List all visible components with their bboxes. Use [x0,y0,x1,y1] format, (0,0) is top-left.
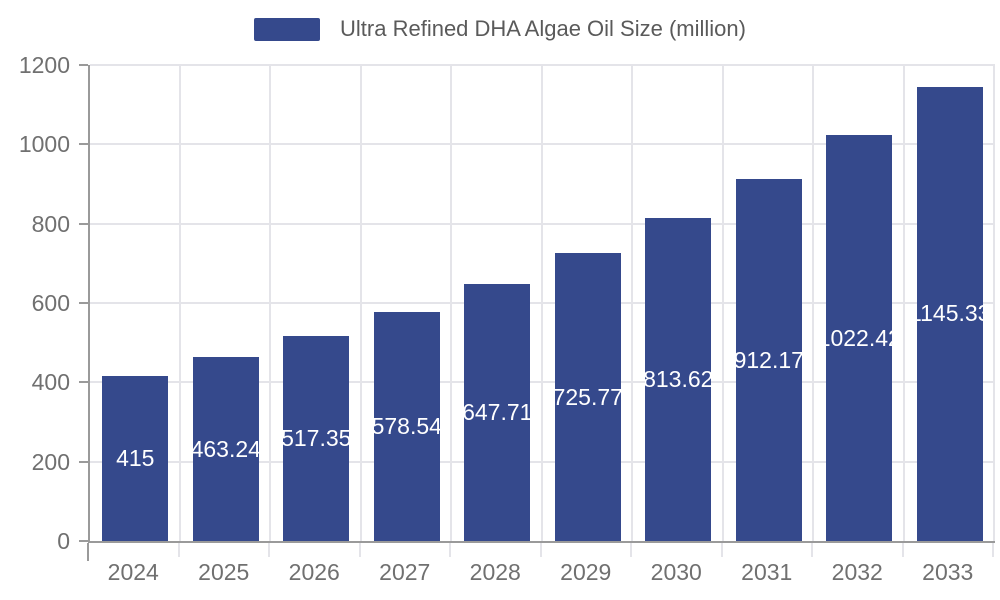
gridline-vertical [902,65,905,541]
bar-2033: 1145.33 [916,86,983,541]
bar-value-label: 578.54 [373,412,440,439]
bar-value-label: 463.24 [192,435,259,462]
x-axis-tick [630,543,632,557]
x-axis-tick-label: 2031 [741,559,793,585]
x-axis-tick-label: 2030 [650,559,702,585]
bar-value-label: 1145.33 [917,300,983,327]
gridline-vertical [540,65,543,541]
gridline-horizontal [90,64,995,66]
bar-2028: 647.71 [464,284,531,541]
legend-item[interactable]: Ultra Refined DHA Algae Oil Size (millio… [0,16,1000,42]
y-axis-tick-label: 400 [31,369,70,396]
x-axis-tick [449,543,451,557]
bar-value-label: 415 [116,445,155,472]
x-axis-tick-label: 2029 [560,559,612,585]
gridline-vertical [450,65,452,541]
x-axis-tick [87,543,89,561]
bar-value-label: 813.62 [645,366,712,393]
gridline-horizontal [90,302,995,304]
x-axis-tick-label: 2026 [288,559,340,585]
gridline-vertical [993,65,995,541]
bar-value-label: 912.17 [735,346,802,373]
x-axis-tick [358,543,361,557]
gridline-vertical [359,65,362,541]
gridline-horizontal [90,381,995,384]
bar-value-label: 1022.42 [826,324,892,351]
x-axis-tick [992,543,994,557]
x-axis-tick [177,543,180,557]
bar-2025: 463.24 [192,357,259,541]
y-axis-tick [79,460,88,463]
x-axis-tick [811,543,813,557]
y-axis-tick-label: 600 [31,290,70,316]
bar-2031: 912.17 [735,179,802,541]
bar-2030: 813.62 [645,218,712,541]
bar-2029: 725.77 [554,253,621,541]
bar-value-label: 517.35 [283,424,350,451]
legend-label: Ultra Refined DHA Algae Oil Size (millio… [340,16,746,41]
gridline-vertical [269,65,271,541]
y-axis-tick [79,143,88,146]
x-axis-tick [901,543,904,557]
y-axis-tick-label: 1000 [18,131,70,158]
bar-2026: 517.35 [283,335,350,541]
gridline-horizontal [90,460,995,463]
gridline-horizontal [90,143,995,146]
bar-value-label: 647.71 [464,399,531,426]
gridline-horizontal [90,222,995,225]
x-axis-tick-label: 2025 [198,559,250,585]
y-axis-tick-label: 800 [31,210,70,237]
y-axis-tick-label: 0 [57,528,70,554]
gridline-vertical [721,65,724,541]
x-axis-tick-label: 2027 [379,559,431,585]
bar-2032: 1022.42 [826,135,893,541]
x-axis-tick-label: 2024 [107,559,159,585]
x-axis-tick-label: 2028 [469,559,521,585]
bar-value-label: 725.77 [554,383,621,410]
y-axis-tick-label: 200 [31,448,70,475]
x-axis-tick [268,543,270,557]
x-axis-tick-label: 2032 [831,559,883,585]
gridline-vertical [631,65,633,541]
y-axis-tick [79,540,88,542]
gridline-vertical [178,65,181,541]
bar-2027: 578.54 [373,311,440,541]
y-axis-tick [79,381,88,384]
y-axis-tick-label: 1200 [18,52,70,78]
y-axis-tick [79,64,88,66]
legend-swatch [254,17,321,41]
y-axis-tick [79,222,88,225]
bar-2024: 415 [102,376,169,541]
x-axis-tick [539,543,542,557]
y-axis-tick [79,302,88,304]
x-axis-tick [720,543,723,557]
plot-area: 415 463.24 517.35 578.54 647.71 725.77 813.62 9… [88,64,995,543]
gridline-vertical [812,65,814,541]
x-axis-tick-label: 2033 [922,559,974,585]
